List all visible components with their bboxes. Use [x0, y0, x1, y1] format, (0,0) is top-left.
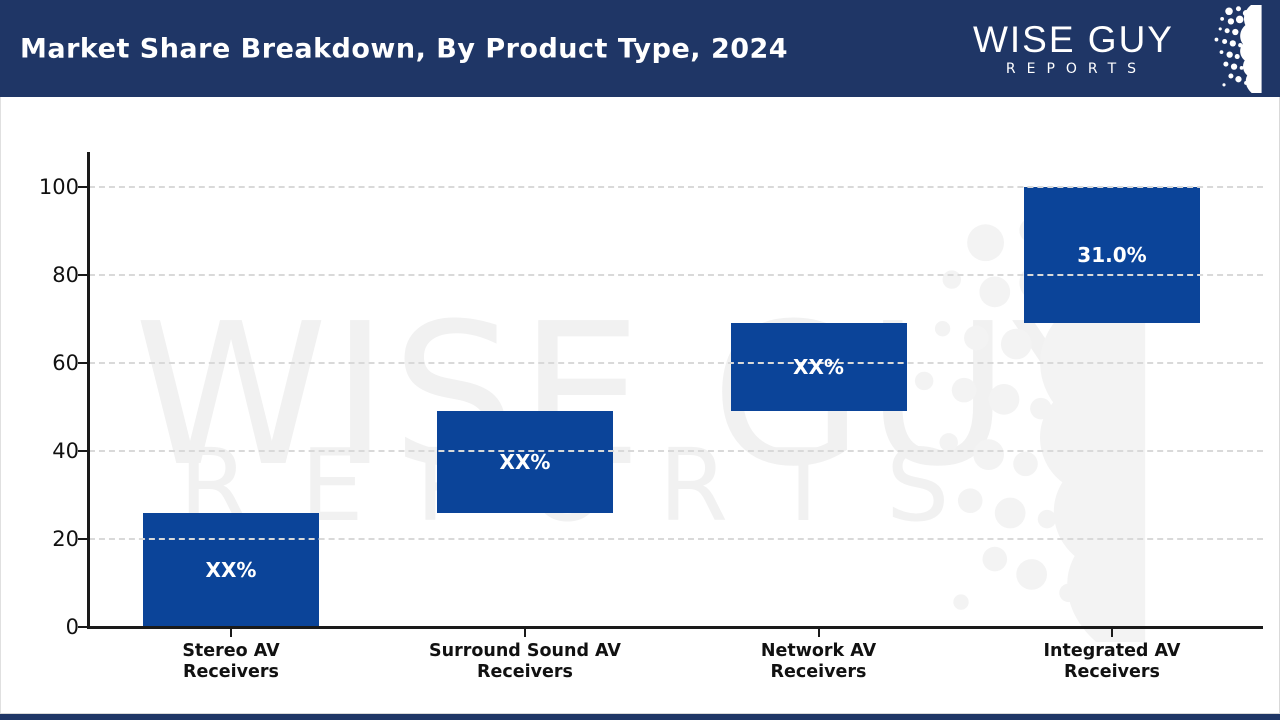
y-tick-label: 40	[52, 439, 79, 463]
y-tick-label: 20	[52, 527, 79, 551]
x-axis-line	[87, 626, 1263, 629]
logo-dotted-face-icon	[1176, 5, 1272, 93]
footer-divider	[0, 713, 1280, 714]
y-tick-label: 0	[65, 615, 79, 639]
logo-reports-text: REPORTS	[1005, 61, 1148, 77]
gridline	[89, 362, 1263, 364]
y-tick-label: 80	[52, 263, 79, 287]
x-category-label-line: Receivers	[1064, 662, 1160, 682]
y-tick-mark	[78, 362, 87, 364]
bar-value-label: XX%	[499, 450, 551, 474]
bar-1	[143, 512, 319, 627]
bar-3	[730, 323, 907, 412]
gridline	[89, 450, 1263, 452]
footer-bar	[0, 714, 1280, 720]
logo-text: WISE GUY REPORTS	[973, 21, 1174, 77]
x-tick-mark	[817, 628, 820, 637]
x-tick-mark	[1111, 628, 1113, 637]
bar-2	[437, 411, 613, 513]
y-tick-mark	[78, 186, 87, 188]
x-category-label-line: Integrated AV	[1043, 641, 1181, 661]
y-tick-mark	[78, 538, 87, 540]
header-bar: Market Share Breakdown, By Product Type,…	[0, 0, 1280, 97]
bar-value-label: XX%	[205, 557, 257, 582]
bar-value-label: 31.0%	[1077, 243, 1147, 268]
x-category-label: Integrated AV Receivers	[992, 641, 1232, 683]
gridline	[89, 538, 1263, 540]
y-tick-label: 60	[52, 351, 79, 375]
x-category-label: Surround Sound AV Receivers	[405, 641, 645, 683]
bar-4	[1024, 187, 1200, 324]
logo-wise-guy-text: WISE GUY	[972, 19, 1174, 60]
gridline	[89, 186, 1263, 188]
x-tick-mark	[230, 628, 232, 637]
y-axis-line	[87, 152, 90, 629]
x-category-label: Stereo AV Receivers	[111, 641, 351, 683]
x-tick-mark	[524, 628, 526, 637]
chart-title: Market Share Breakdown, By Product Type,…	[20, 33, 789, 64]
x-category-label-line: Stereo AV	[182, 641, 280, 661]
wise-guy-reports-logo: WISE GUY REPORTS	[973, 4, 1272, 94]
x-category-label-line: Receivers	[183, 662, 279, 682]
x-category-label-line: Network AV	[760, 641, 877, 661]
y-tick-mark	[78, 450, 87, 452]
gridline	[89, 274, 1263, 276]
y-tick-label: 100	[38, 175, 79, 199]
x-category-label-line: Receivers	[770, 662, 867, 682]
x-category-label-line: Receivers	[477, 662, 573, 682]
x-category-label: Network AV Receivers	[699, 641, 939, 683]
bar-value-label: XX%	[793, 355, 844, 380]
y-tick-mark	[78, 274, 87, 276]
x-category-label-line: Surround Sound AV	[429, 641, 621, 661]
y-tick-mark	[78, 626, 87, 628]
